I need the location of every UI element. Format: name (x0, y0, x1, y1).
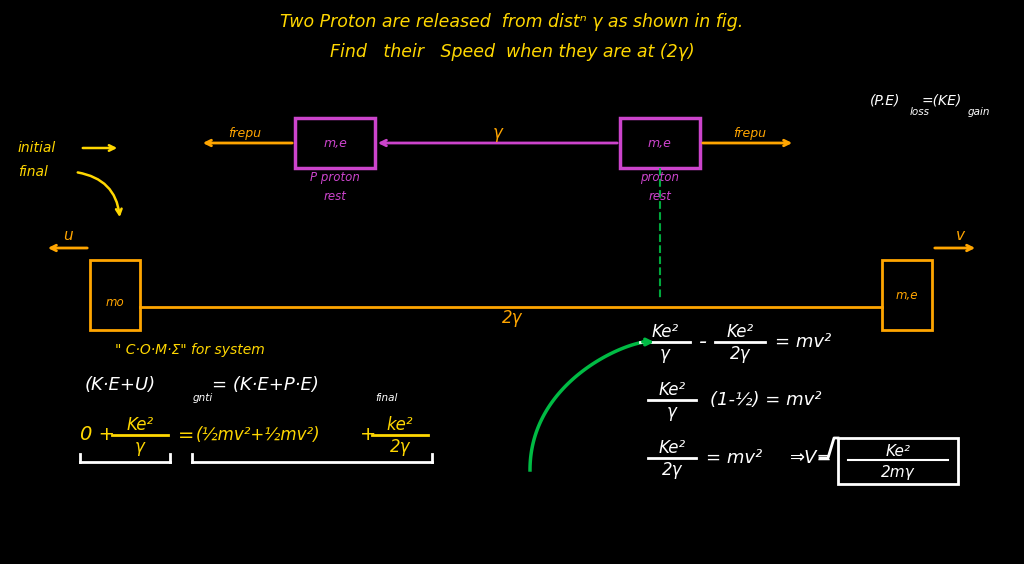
Bar (90, 260, 140, 330)
Text: Find   their   Speed  when they are at (2γ): Find their Speed when they are at (2γ) (330, 43, 694, 61)
Text: Ke²: Ke² (658, 381, 685, 399)
Text: Ke²: Ke² (126, 416, 154, 434)
Text: 0 +: 0 + (80, 425, 115, 444)
Text: 2γ: 2γ (502, 309, 522, 327)
Text: final: final (18, 165, 48, 179)
Text: (1-½) = mv²: (1-½) = mv² (710, 391, 821, 409)
Text: rest: rest (324, 190, 346, 202)
Text: proton: proton (640, 171, 680, 184)
Text: m,e: m,e (896, 289, 919, 302)
Text: loss: loss (910, 107, 930, 117)
Text: m,e: m,e (648, 136, 672, 149)
Text: m,e: m,e (323, 136, 347, 149)
Text: final: final (375, 393, 397, 403)
Text: Ke²: Ke² (658, 439, 685, 457)
Bar (620, 118, 700, 168)
Text: (½mv²+½mv²): (½mv²+½mv²) (196, 426, 321, 444)
Bar (295, 118, 375, 168)
Text: rest: rest (648, 190, 672, 202)
Text: mo: mo (105, 297, 124, 310)
Text: gnti: gnti (193, 393, 213, 403)
Text: = mv²: = mv² (706, 449, 762, 467)
Text: Two Proton are released  from distⁿ γ as shown in fig.: Two Proton are released from distⁿ γ as … (281, 13, 743, 31)
Text: gain: gain (968, 107, 990, 117)
Text: v: v (955, 228, 965, 244)
Text: +: + (360, 425, 377, 444)
Text: γ: γ (660, 345, 670, 363)
Text: = mv²: = mv² (775, 333, 831, 351)
Text: 2γ: 2γ (662, 461, 682, 479)
Text: = (K·E+P·E): = (K·E+P·E) (212, 376, 318, 394)
Text: -: - (699, 332, 707, 352)
Text: ⇒V=: ⇒V= (790, 449, 833, 467)
Text: 2γ: 2γ (730, 345, 751, 363)
Text: γ: γ (667, 403, 677, 421)
Text: 2mγ: 2mγ (882, 465, 914, 479)
Text: Ke²: Ke² (886, 444, 910, 460)
Text: u: u (63, 228, 73, 244)
Text: =(KE): =(KE) (922, 93, 963, 107)
Text: ke²: ke² (387, 416, 414, 434)
Text: γ: γ (135, 438, 145, 456)
Bar (838, 438, 958, 484)
Text: Ke²: Ke² (651, 323, 679, 341)
Text: γ: γ (493, 124, 503, 142)
Text: =: = (178, 425, 195, 444)
Bar (882, 260, 932, 330)
Text: frepu: frepu (228, 126, 261, 139)
Text: 2γ: 2γ (390, 438, 411, 456)
Text: frepu: frepu (733, 126, 767, 139)
Text: initial: initial (18, 141, 56, 155)
Text: Ke²: Ke² (726, 323, 754, 341)
Text: P proton: P proton (310, 171, 360, 184)
Text: (P.E): (P.E) (870, 93, 900, 107)
Text: " C·O·M·Σ" for system: " C·O·M·Σ" for system (115, 343, 265, 357)
Text: (K·E+U): (K·E+U) (85, 376, 156, 394)
